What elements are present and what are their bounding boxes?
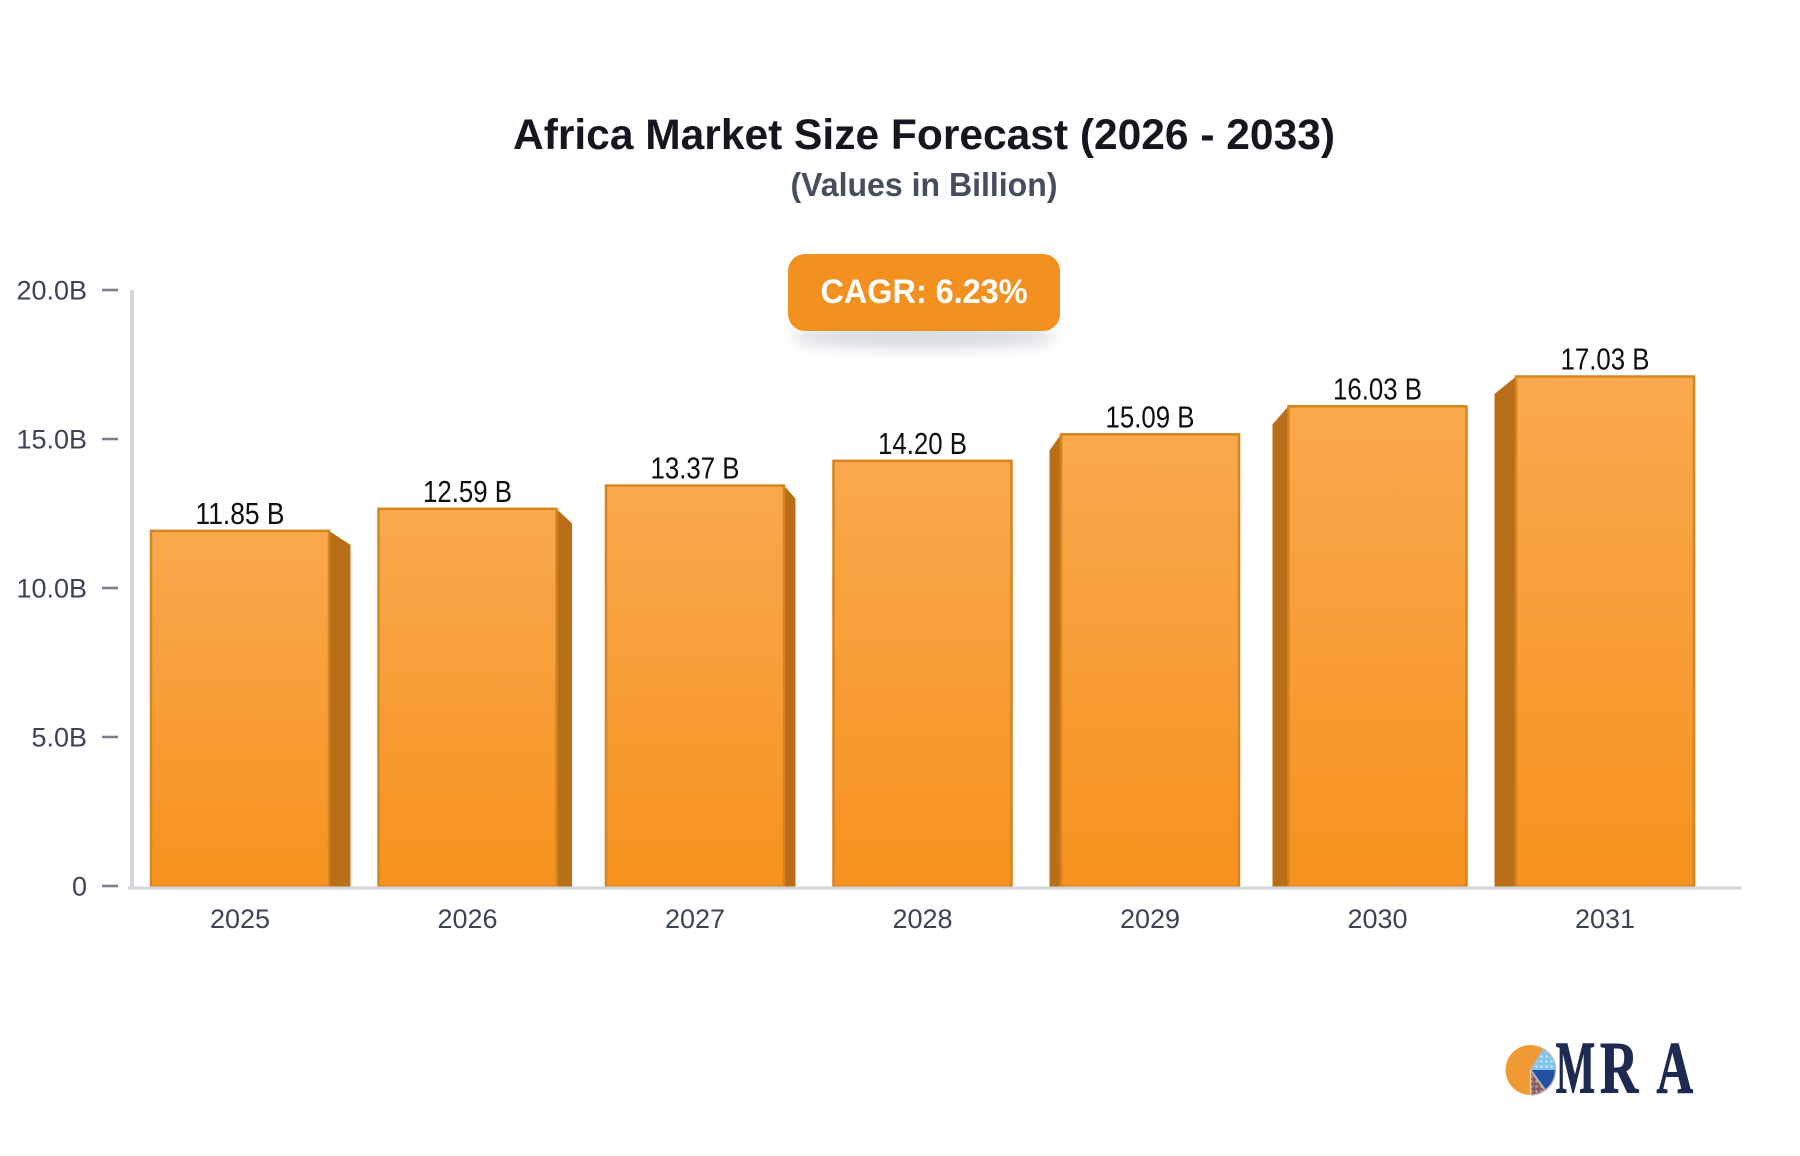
svg-text:M: M: [1556, 1026, 1595, 1109]
svg-text:14.20 B: 14.20 B: [878, 426, 967, 461]
svg-text:A: A: [1657, 1026, 1694, 1109]
svg-text:5.0B: 5.0B: [31, 723, 87, 753]
svg-text:2031: 2031: [1575, 904, 1635, 934]
svg-text:2025: 2025: [210, 904, 270, 934]
svg-text:2030: 2030: [1347, 904, 1407, 934]
svg-text:2026: 2026: [437, 904, 497, 934]
svg-text:11.85 B: 11.85 B: [196, 496, 285, 531]
svg-text:20.0B: 20.0B: [16, 276, 87, 306]
svg-text:2027: 2027: [665, 904, 725, 934]
svg-text:2028: 2028: [892, 904, 952, 934]
svg-text:Africa Market Size Forecast (2: Africa Market Size Forecast (2026 - 2033…: [513, 111, 1335, 159]
svg-text:(Values in Billion): (Values in Billion): [791, 166, 1058, 203]
svg-text:12.59 B: 12.59 B: [423, 474, 512, 509]
svg-text:2029: 2029: [1120, 904, 1180, 934]
svg-text:13.37 B: 13.37 B: [651, 451, 740, 486]
svg-text:16.03 B: 16.03 B: [1333, 371, 1422, 406]
svg-text:15.0B: 15.0B: [16, 425, 87, 455]
svg-text:0: 0: [72, 872, 87, 902]
svg-text:17.03 B: 17.03 B: [1561, 342, 1650, 377]
svg-text:15.09 B: 15.09 B: [1106, 399, 1195, 434]
svg-text:CAGR: 6.23%: CAGR: 6.23%: [821, 273, 1028, 311]
svg-text:10.0B: 10.0B: [16, 574, 87, 604]
svg-text:R: R: [1600, 1027, 1639, 1109]
